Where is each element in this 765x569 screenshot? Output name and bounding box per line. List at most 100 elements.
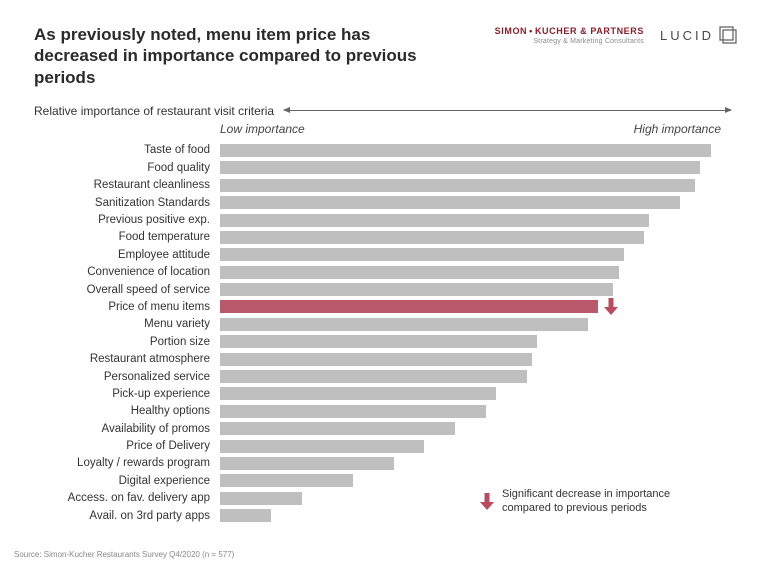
logo-sk-name: SIMON•KUCHER & PARTNERS <box>495 26 644 36</box>
bar-area <box>220 179 731 192</box>
row-label: Availability of promos <box>0 423 220 435</box>
bar-highlight <box>220 300 598 313</box>
bar-area <box>220 474 731 487</box>
bar <box>220 231 644 244</box>
bar-area <box>220 370 731 383</box>
row-label: Loyalty / rewards program <box>0 457 220 469</box>
chart-row: Pick-up experience <box>0 385 731 402</box>
row-label: Price of menu items <box>0 301 220 313</box>
bar <box>220 144 711 157</box>
page-title: As previously noted, menu item price has… <box>34 24 454 88</box>
chart-row: Food quality <box>0 159 731 176</box>
row-label: Healthy options <box>0 405 220 417</box>
bar <box>220 196 680 209</box>
bar <box>220 335 537 348</box>
logo-group: SIMON•KUCHER & PARTNERS Strategy & Marke… <box>495 24 737 45</box>
legend: Significant decrease in importancecompar… <box>480 488 670 516</box>
bar <box>220 161 700 174</box>
bar-area <box>220 231 731 244</box>
bar-area <box>220 405 731 418</box>
logo-lucid-text: LUCID <box>660 28 714 43</box>
logo-sk-part-a: SIMON <box>495 26 528 36</box>
bar-area <box>220 214 731 227</box>
bar <box>220 440 424 453</box>
logo-sk-part-b: KUCHER & PARTNERS <box>535 26 644 36</box>
row-label: Access. on fav. delivery app <box>0 492 220 504</box>
subheader-label: Relative importance of restaurant visit … <box>34 104 274 118</box>
row-label: Previous positive exp. <box>0 214 220 226</box>
row-label: Restaurant cleanliness <box>0 179 220 191</box>
bar-area <box>220 161 731 174</box>
bar <box>220 353 532 366</box>
bar-area <box>220 422 731 435</box>
bar <box>220 457 394 470</box>
bar <box>220 509 271 522</box>
bar-area <box>220 387 731 400</box>
subheader-row: Relative importance of restaurant visit … <box>0 96 765 118</box>
bar <box>220 387 496 400</box>
source-footer: Source: Simon-Kucher Restaurants Survey … <box>14 550 234 559</box>
chart-row: Restaurant atmosphere <box>0 350 731 367</box>
bar-area <box>220 283 731 296</box>
row-label: Taste of food <box>0 144 220 156</box>
axis-high-label: High importance <box>634 122 721 136</box>
row-label: Overall speed of service <box>0 284 220 296</box>
row-label: Pick-up experience <box>0 388 220 400</box>
row-label: Food temperature <box>0 231 220 243</box>
bar <box>220 283 613 296</box>
bar-area <box>220 353 731 366</box>
chart-row: Sanitization Standards <box>0 194 731 211</box>
bar-area <box>220 248 731 261</box>
chart-row: Menu variety <box>0 316 731 333</box>
chart-row: Convenience of location <box>0 263 731 280</box>
legend-text: Significant decrease in importancecompar… <box>502 488 670 516</box>
bar-area <box>220 457 731 470</box>
header: As previously noted, menu item price has… <box>0 0 765 96</box>
chart-row: Personalized service <box>0 368 731 385</box>
bar <box>220 179 695 192</box>
bar <box>220 474 353 487</box>
chart-row: Food temperature <box>0 229 731 246</box>
row-label: Menu variety <box>0 318 220 330</box>
row-label: Digital experience <box>0 475 220 487</box>
row-label: Restaurant atmosphere <box>0 353 220 365</box>
bar-area <box>220 318 731 331</box>
bar <box>220 248 624 261</box>
chart-row: Price of menu items <box>0 298 731 315</box>
axis-low-label: Low importance <box>220 122 305 136</box>
logo-simon-kucher: SIMON•KUCHER & PARTNERS Strategy & Marke… <box>495 26 644 45</box>
row-label: Convenience of location <box>0 266 220 278</box>
row-label: Portion size <box>0 336 220 348</box>
down-arrow-icon <box>604 298 618 315</box>
chart-row: Restaurant cleanliness <box>0 177 731 194</box>
row-label: Food quality <box>0 162 220 174</box>
row-label: Employee attitude <box>0 249 220 261</box>
bar <box>220 492 302 505</box>
bar-area <box>220 300 731 313</box>
bar <box>220 214 649 227</box>
bar-chart: Taste of food Food quality Restaurant clea… <box>0 142 765 525</box>
row-label: Personalized service <box>0 371 220 383</box>
chart-row: Employee attitude <box>0 246 731 263</box>
row-label: Avail. on 3rd party apps <box>0 510 220 522</box>
bar <box>220 370 527 383</box>
chart-row: Digital experience <box>0 472 731 489</box>
bar <box>220 266 619 279</box>
row-label: Sanitization Standards <box>0 197 220 209</box>
axis-labels: Low importance High importance <box>220 118 765 142</box>
axis-arrow-line <box>284 110 731 111</box>
bar <box>220 422 455 435</box>
chart-row: Taste of food <box>0 142 731 159</box>
bar-area <box>220 144 731 157</box>
row-label: Price of Delivery <box>0 440 220 452</box>
chart-row: Overall speed of service <box>0 281 731 298</box>
chart-row: Availability of promos <box>0 420 731 437</box>
logo-sk-tagline: Strategy & Marketing Consultants <box>495 38 644 45</box>
chart-row: Previous positive exp. <box>0 211 731 228</box>
bar <box>220 318 588 331</box>
bar-area <box>220 440 731 453</box>
bar-area <box>220 335 731 348</box>
bar-area <box>220 266 731 279</box>
down-arrow-icon <box>480 493 494 510</box>
bar-area <box>220 196 731 209</box>
